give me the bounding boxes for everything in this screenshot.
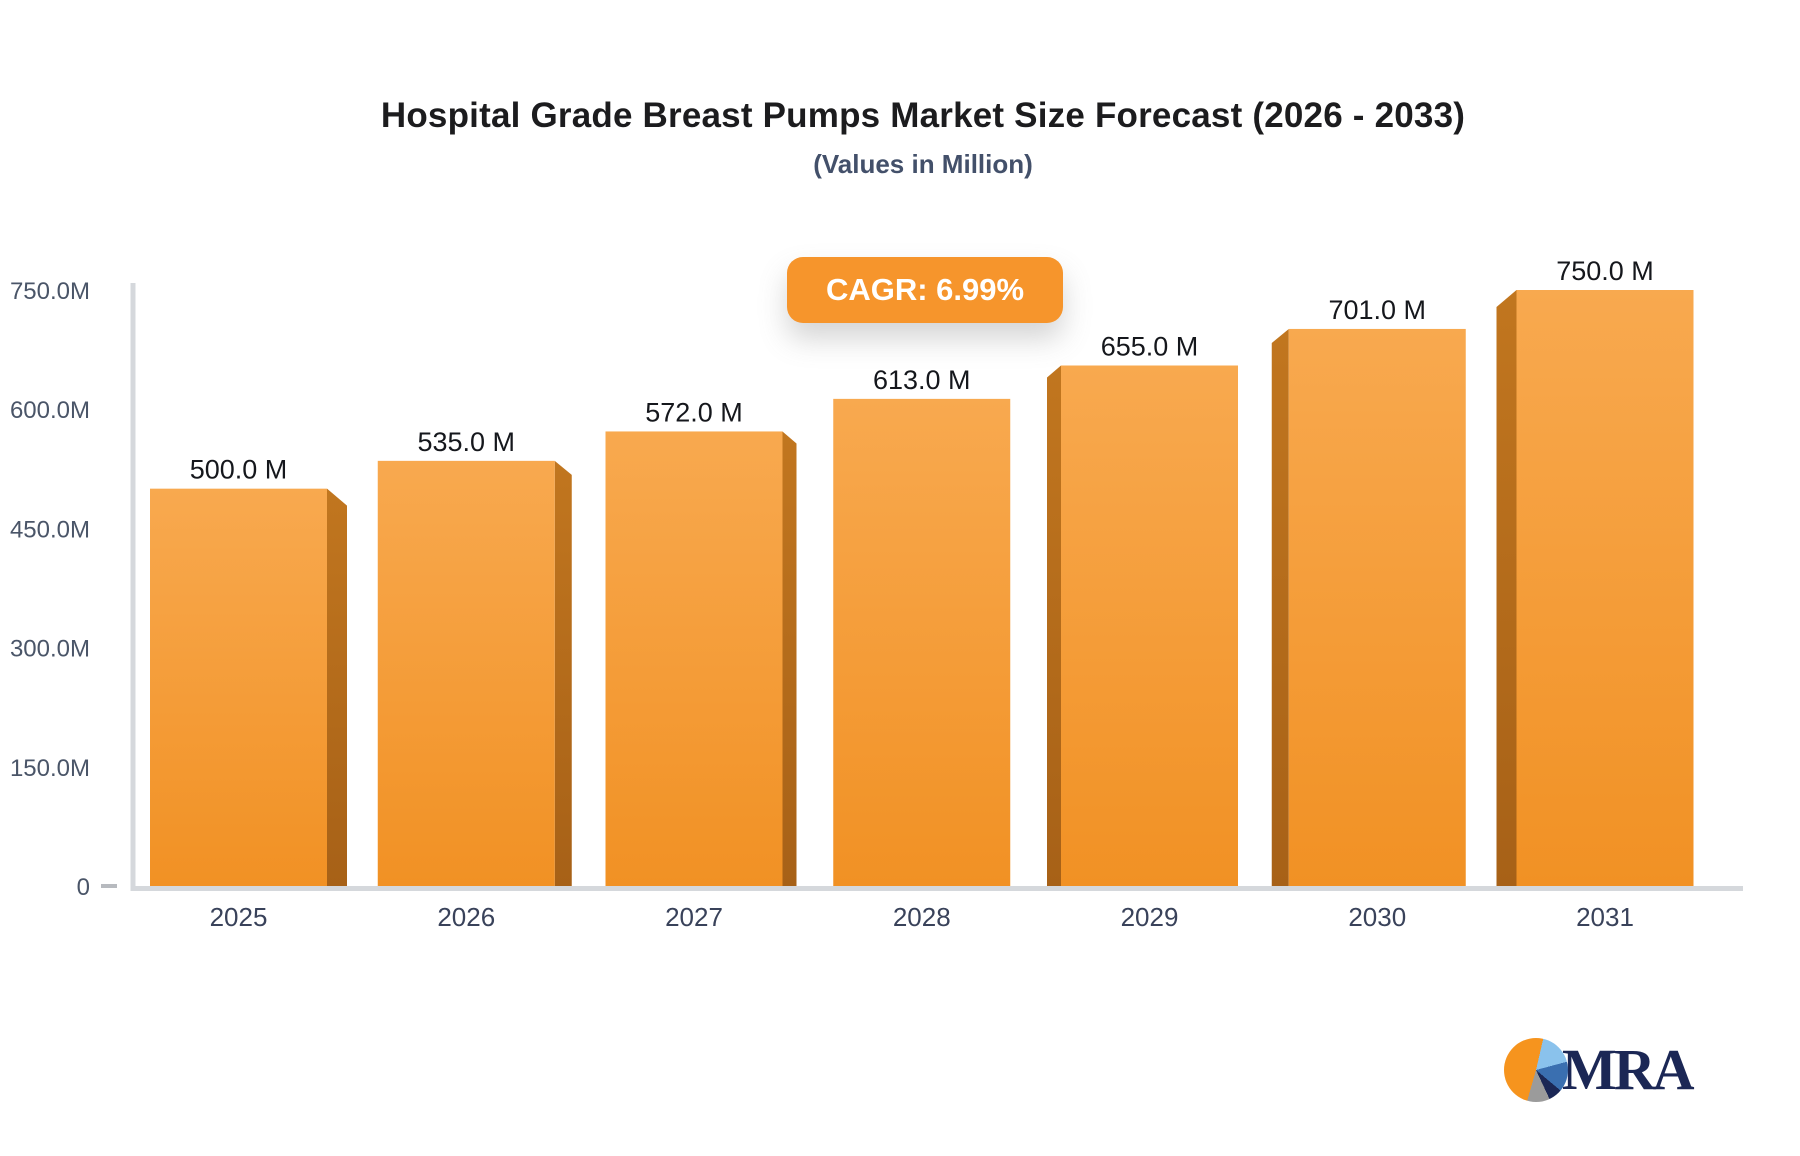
- bar-value-label: 572.0 M: [645, 397, 743, 427]
- bar-side-shadow: [554, 460, 572, 886]
- bar-side-shadow: [327, 488, 347, 886]
- y-axis-label: 750.0M: [10, 278, 90, 305]
- chart-title: Hospital Grade Breast Pumps Market Size …: [380, 96, 1466, 135]
- logo-text: MRA: [1562, 1037, 1695, 1102]
- bar-face: [1516, 290, 1694, 886]
- bar-2025: 500.0 M 2025: [150, 455, 347, 932]
- x-axis-label: 2025: [210, 902, 268, 932]
- chart-subtitle: (Values in Million): [813, 149, 1033, 179]
- bar-face: [605, 431, 783, 886]
- bar-face: [1288, 328, 1466, 886]
- bar-value-label: 750.0 M: [1556, 256, 1654, 286]
- bar-value-label: 701.0 M: [1328, 295, 1426, 325]
- y-axis-label: 150.0M: [10, 755, 90, 782]
- x-axis-label: 2030: [1348, 902, 1406, 932]
- bar-value-label: 613.0 M: [873, 365, 971, 395]
- bar-2027: 572.0 M 2027: [605, 397, 797, 932]
- x-axis-label: 2031: [1576, 902, 1634, 932]
- x-axis-label: 2026: [437, 902, 495, 932]
- bar-side-shadow: [1047, 365, 1061, 886]
- cagr-badge: CAGR: 6.99%: [787, 257, 1063, 323]
- bar-value-label: 655.0 M: [1101, 331, 1199, 361]
- mra-logo: MRA: [1504, 1037, 1695, 1102]
- bar-2028: 613.0 M 2028: [833, 365, 1011, 932]
- y-axis-label: 450.0M: [10, 516, 90, 543]
- bar-2026: 535.0 M 2026: [377, 427, 572, 932]
- bar-2030: 701.0 M 2030: [1271, 295, 1466, 932]
- bar-face: [150, 488, 327, 886]
- bar-side-shadow: [1271, 328, 1289, 886]
- y-axis-label: 300.0M: [10, 636, 90, 663]
- x-axis-label: 2028: [893, 902, 951, 932]
- y-axis-label: 0: [77, 874, 90, 901]
- bar-2029: 655.0 M 2029: [1047, 331, 1238, 932]
- bar-face: [1061, 365, 1238, 886]
- bar-face: [833, 398, 1011, 886]
- pie-chart-logo-icon: [1504, 1038, 1568, 1102]
- bar-side-shadow: [782, 431, 797, 886]
- bar-2031: 750.0 M 2031: [1496, 256, 1694, 932]
- y-axis-label: 600.0M: [10, 397, 90, 424]
- bar-side-shadow: [1496, 290, 1517, 886]
- bar-value-label: 500.0 M: [190, 455, 288, 485]
- bar-face: [377, 460, 555, 886]
- x-axis-label: 2029: [1121, 902, 1179, 932]
- bar-value-label: 535.0 M: [417, 427, 515, 457]
- x-axis-label: 2027: [665, 902, 723, 932]
